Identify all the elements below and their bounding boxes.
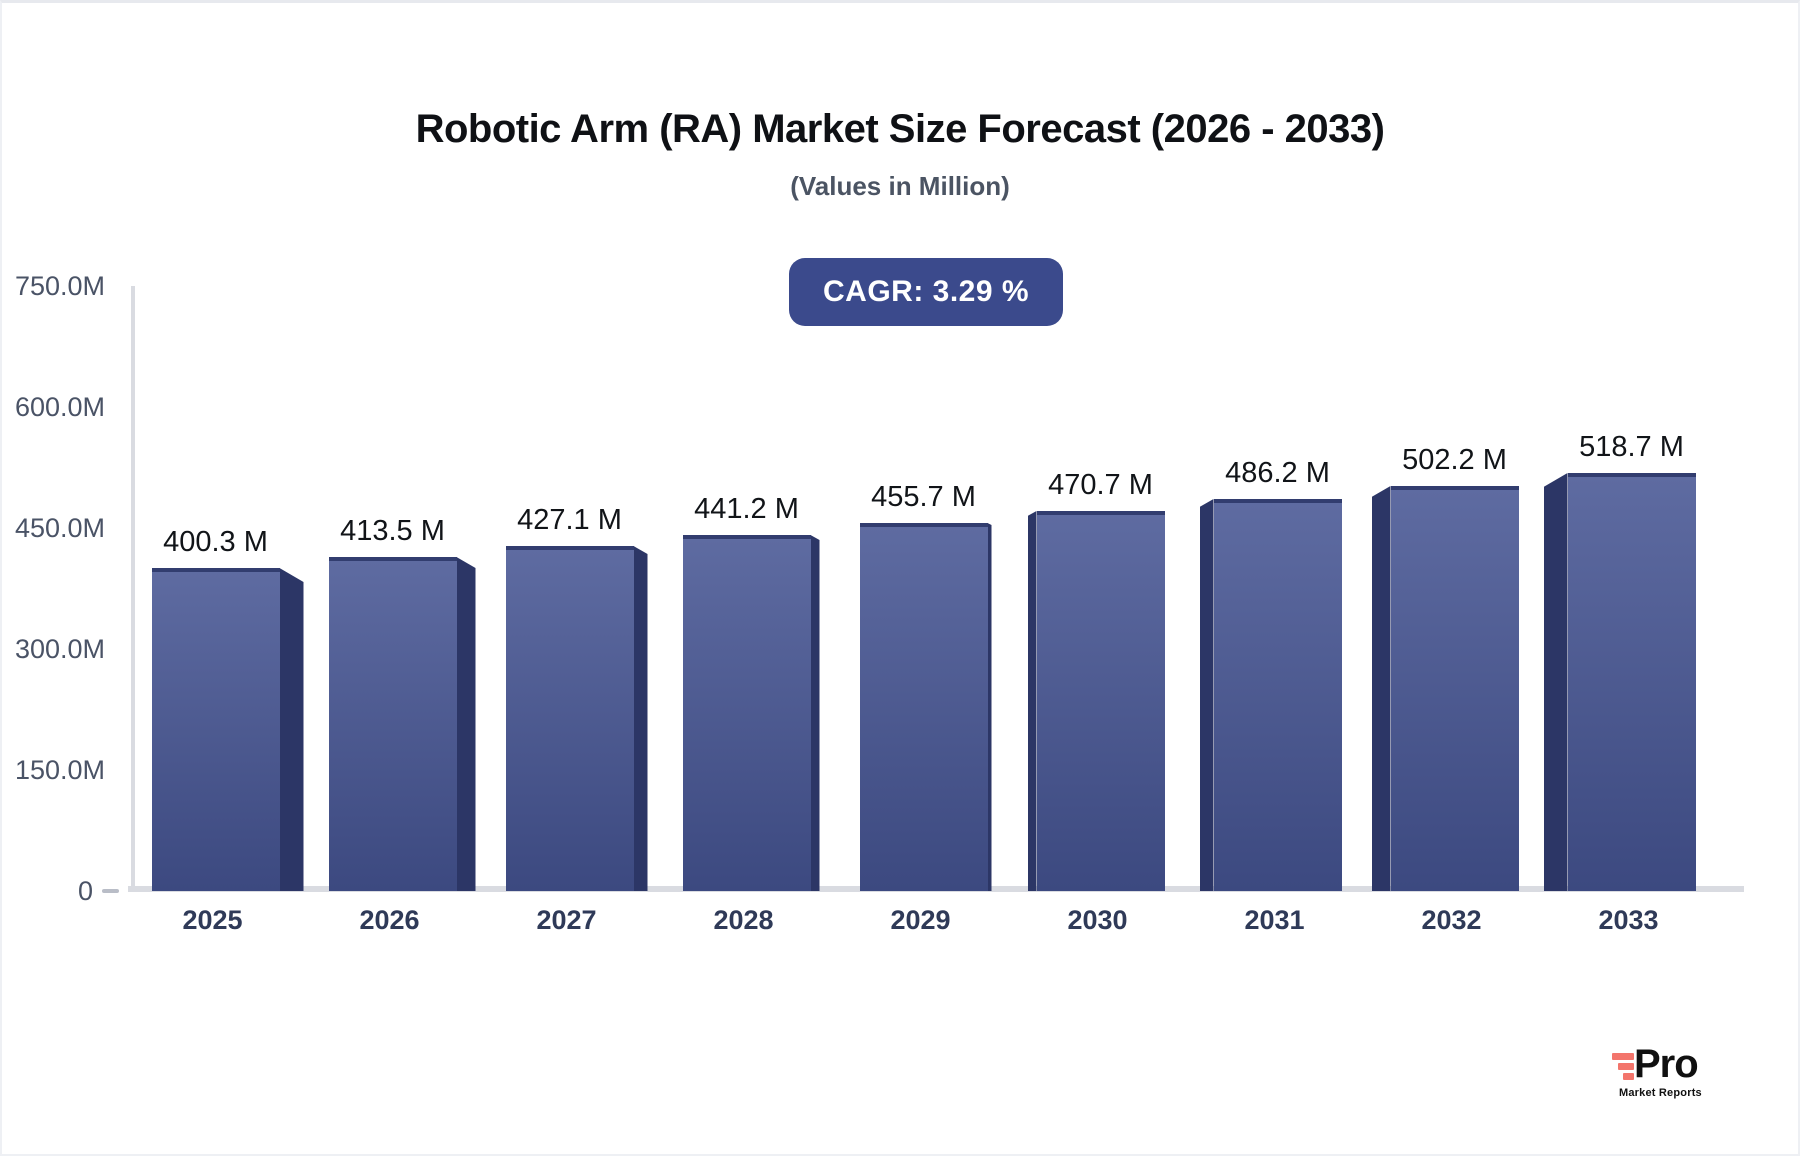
logo-row: Pro [1612,1044,1702,1084]
bars-row: 400.3 M 413.5 M 427.1 M 441.2 M 455.7 M 470.7… [124,286,1717,891]
bar-side-face [810,535,820,891]
bar-slot: 427.1 M [478,286,655,891]
y-tick-0: 0 [2,876,119,906]
bar-2025: 400.3 M [151,526,304,891]
bar-value-label: 502.2 M [1402,444,1507,476]
bar-side-face [279,568,304,891]
bar-value-label: 470.7 M [1048,469,1153,501]
bar-face [1390,486,1519,891]
x-axis-label-2030: 2030 [1067,905,1128,935]
bar-side-face [1371,486,1391,891]
x-axis-label-2025: 2025 [182,905,243,935]
bar-2029: 455.7 M [859,481,992,891]
y-tick-300.0M: 300.0M [2,634,119,664]
bar-value-label: 400.3 M [163,526,268,558]
x-axis-label-2027: 2027 [536,905,597,935]
bar-value-label: 427.1 M [517,504,622,536]
y-tick-label: 750.0M [14,270,105,301]
bar-2027: 427.1 M [505,504,648,891]
chart-title: Robotic Arm (RA) Market Size Forecast (2… [415,107,1385,151]
bar-face [151,568,280,891]
bar-side-face [987,523,992,891]
pro-market-reports-logo: Pro Market Reports [1612,1044,1702,1099]
bar-face [328,557,457,891]
bar-2032: 502.2 M [1371,444,1519,891]
y-tick-label: 150.0M [14,754,105,785]
bar-slot: 518.7 M [1540,286,1717,891]
bar-value-label: 455.7 M [871,481,976,513]
bar-2031: 486.2 M [1199,457,1342,891]
x-axis-label-2028: 2028 [713,905,774,935]
y-tick-750.0M: 750.0M [2,271,119,301]
bar-slot: 502.2 M [1363,286,1540,891]
logo-tagline: Market Reports [1619,1087,1702,1099]
x-axis-label-2033: 2033 [1598,905,1659,935]
bar-side-face [1199,499,1214,891]
x-axis-label-2026: 2026 [359,905,420,935]
y-tick-600.0M: 600.0M [2,392,119,422]
bar-side-face [456,557,476,891]
logo-name: Pro [1634,1042,1699,1086]
y-axis-ticks: 750.0M 600.0M 450.0M 300.0M 150.0M 0 [2,271,119,906]
bar-slot: 455.7 M [832,286,1009,891]
y-tick-label: 450.0M [14,512,105,543]
bar-slot: 470.7 M [1009,286,1186,891]
bar-slot: 400.3 M [124,286,304,891]
bar-face [1213,499,1342,891]
bar-slot: 413.5 M [301,286,478,891]
y-tick-450.0M: 450.0M [2,513,119,543]
bar-slot: 486.2 M [1186,286,1363,891]
bar-face [682,535,811,891]
y-tick-label: 300.0M [14,633,105,664]
bar-side-face [1543,473,1568,891]
x-axis-label-2029: 2029 [890,905,951,935]
cagr-badge: CAGR: 3.29 % [789,258,1064,326]
bar-face [505,546,634,891]
bar-value-label: 518.7 M [1579,431,1684,463]
y-tick-label: 0 [77,875,93,906]
x-labels-row: 2025 2026 2027 2028 2029 2030 2031 2032 2033 [124,905,1717,936]
bar-face [1567,473,1696,891]
logo-speed-bars-icon [1612,1053,1634,1080]
bar-value-label: 486.2 M [1225,457,1330,489]
y-axis-line [131,286,135,886]
bar-value-label: 413.5 M [340,515,445,547]
bar-face [859,523,988,891]
bar-side-face [633,546,648,891]
bar-slot: 441.2 M [655,286,832,891]
x-axis-label-2031: 2031 [1244,905,1305,935]
bar-2028: 441.2 M [682,493,820,891]
bar-side-face [1027,511,1037,891]
chart-subtitle: (Values in Million) [790,171,1010,201]
x-axis-label-2032: 2032 [1421,905,1482,935]
zero-tick-mark [102,889,119,893]
bar-2026: 413.5 M [328,515,476,891]
bar-face [1036,511,1165,891]
y-tick-label: 600.0M [14,391,105,422]
y-tick-150.0M: 150.0M [2,755,119,785]
bar-2033: 518.7 M [1543,431,1696,891]
bar-value-label: 441.2 M [694,493,799,525]
bar-2030: 470.7 M [1027,469,1165,891]
